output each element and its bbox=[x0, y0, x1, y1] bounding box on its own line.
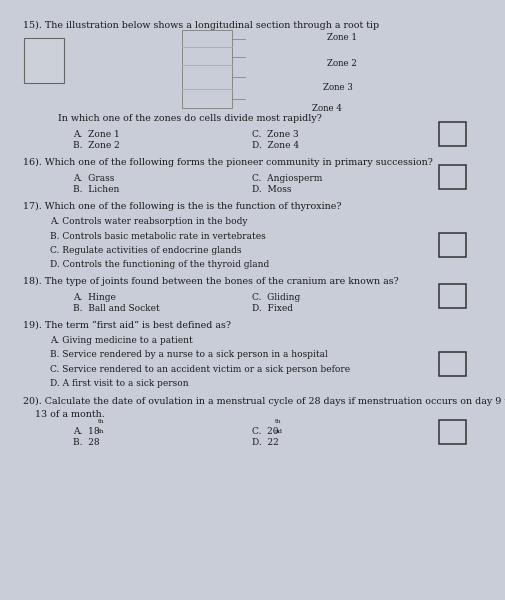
Text: C.  20: C. 20 bbox=[252, 427, 279, 436]
Text: C. Service rendered to an accident victim or a sick person before: C. Service rendered to an accident victi… bbox=[50, 365, 350, 374]
Bar bbox=[24, 38, 64, 83]
Text: D. Controls the functioning of the thyroid gland: D. Controls the functioning of the thyro… bbox=[50, 260, 270, 269]
Bar bbox=[439, 352, 466, 376]
Text: C.  Zone 3: C. Zone 3 bbox=[252, 130, 299, 139]
Text: D.  Fixed: D. Fixed bbox=[252, 304, 293, 313]
Bar bbox=[439, 165, 466, 189]
Text: 15). The illustration below shows a longitudinal section through a root tip: 15). The illustration below shows a long… bbox=[23, 20, 379, 29]
Text: A.  18: A. 18 bbox=[73, 427, 100, 436]
Text: D.  Moss: D. Moss bbox=[252, 185, 292, 194]
Text: B.  28: B. 28 bbox=[73, 438, 100, 447]
Text: Zone 2: Zone 2 bbox=[327, 58, 357, 67]
Text: In which one of the zones do cells divide most rapidly?: In which one of the zones do cells divid… bbox=[58, 114, 322, 123]
Text: th: th bbox=[275, 419, 281, 424]
Text: B. Controls basic metabolic rate in vertebrates: B. Controls basic metabolic rate in vert… bbox=[50, 232, 266, 241]
Text: Zone 4: Zone 4 bbox=[312, 103, 342, 113]
Text: A.  Hinge: A. Hinge bbox=[73, 293, 116, 302]
Text: C. Regulate activities of endocrine glands: C. Regulate activities of endocrine glan… bbox=[50, 246, 242, 255]
Bar bbox=[439, 420, 466, 444]
Bar bbox=[439, 233, 466, 257]
Text: B.  Lichen: B. Lichen bbox=[73, 185, 120, 194]
Bar bbox=[439, 122, 466, 146]
Text: B.  Zone 2: B. Zone 2 bbox=[73, 141, 120, 150]
Bar bbox=[182, 30, 232, 108]
Text: Zone 3: Zone 3 bbox=[323, 82, 353, 91]
Text: Zone 1: Zone 1 bbox=[327, 32, 357, 42]
Text: A. Giving medicine to a patient: A. Giving medicine to a patient bbox=[50, 336, 193, 345]
Text: D.  22: D. 22 bbox=[252, 438, 279, 447]
Text: D. A first visit to a sick person: D. A first visit to a sick person bbox=[50, 379, 189, 388]
Text: B. Service rendered by a nurse to a sick person in a hospital: B. Service rendered by a nurse to a sick… bbox=[50, 350, 328, 359]
Text: 20). Calculate the date of ovulation in a menstrual cycle of 28 days if menstrua: 20). Calculate the date of ovulation in … bbox=[23, 397, 505, 406]
Text: D.  Zone 4: D. Zone 4 bbox=[252, 141, 299, 150]
Text: A. Controls water reabsorption in the body: A. Controls water reabsorption in the bo… bbox=[50, 217, 248, 226]
Text: 18). The type of joints found between the bones of the cranium are known as?: 18). The type of joints found between th… bbox=[23, 277, 398, 286]
Text: C.  Gliding: C. Gliding bbox=[252, 293, 301, 302]
Text: th: th bbox=[98, 430, 105, 434]
Text: A.  Zone 1: A. Zone 1 bbox=[73, 130, 120, 139]
Text: th: th bbox=[98, 419, 105, 424]
Bar bbox=[439, 284, 466, 308]
Text: nd: nd bbox=[275, 430, 283, 434]
Text: 19). The term “first aid” is best defined as?: 19). The term “first aid” is best define… bbox=[23, 321, 231, 330]
Text: 17). Which one of the following is the is the function of thyroxine?: 17). Which one of the following is the i… bbox=[23, 202, 341, 211]
Text: 13 of a month.: 13 of a month. bbox=[35, 410, 105, 419]
Text: 16). Which one of the following forms the pioneer community in primary successio: 16). Which one of the following forms th… bbox=[23, 158, 433, 167]
Text: B.  Ball and Socket: B. Ball and Socket bbox=[73, 304, 160, 313]
Text: A.  Grass: A. Grass bbox=[73, 174, 115, 183]
Text: C.  Angiosperm: C. Angiosperm bbox=[252, 174, 323, 183]
